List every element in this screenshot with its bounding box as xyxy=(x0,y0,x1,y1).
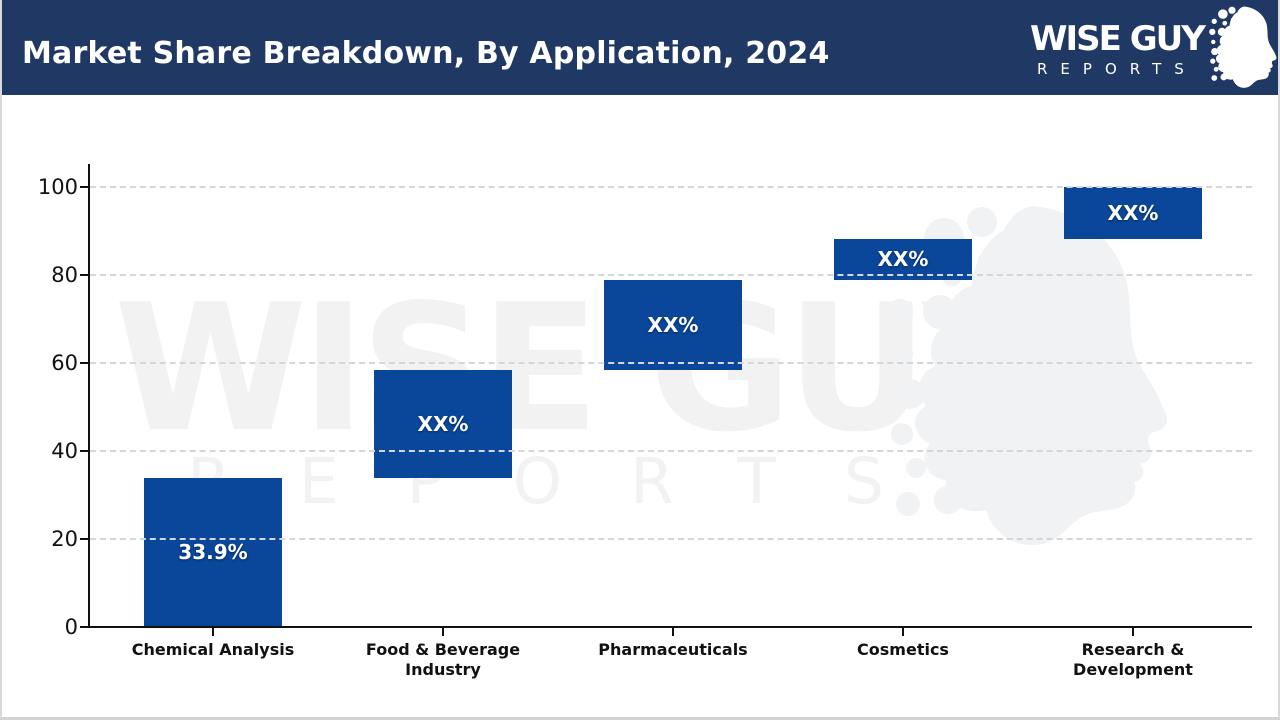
watermark-subtext: REPORTS xyxy=(187,445,952,518)
y-tick-label-100: 100 xyxy=(37,175,78,199)
y-tick-label-20: 20 xyxy=(51,527,78,551)
x-axis-line xyxy=(88,626,1252,628)
bar-pharmaceuticals xyxy=(604,279,742,371)
y-tick-mark xyxy=(80,186,88,188)
bar-research-development xyxy=(1064,187,1202,239)
y-tick-label-40: 40 xyxy=(51,439,78,463)
y-tick-mark xyxy=(80,450,88,452)
y-tick-label-80: 80 xyxy=(51,263,78,287)
y-tick-mark xyxy=(80,538,88,540)
x-tick-mark xyxy=(1132,628,1134,636)
y-tick-label-60: 60 xyxy=(51,351,78,375)
y-tick-mark xyxy=(80,626,88,628)
gridline-80 xyxy=(90,274,1252,276)
logo-head-icon xyxy=(1209,6,1277,88)
bar-value-label-cosmetics: XX% xyxy=(877,247,929,272)
logo-wordmark: WISE GUY xyxy=(1030,19,1206,59)
y-tick-mark xyxy=(80,362,88,364)
gridline-60 xyxy=(90,362,1252,364)
bar-cosmetics xyxy=(834,238,972,280)
y-tick-label-0: 0 xyxy=(64,615,78,639)
bar-chemical-analysis xyxy=(144,477,282,627)
bar-food-beverage-industry xyxy=(374,370,512,478)
bar-value-label-food-beverage-industry: XX% xyxy=(417,411,469,436)
bar-value-label-pharmaceuticals: XX% xyxy=(647,312,699,337)
x-tick-mark xyxy=(672,628,674,636)
bar-value-label-chemical-analysis: 33.9% xyxy=(178,540,248,565)
bar-value-label-research-development: XX% xyxy=(1107,200,1159,225)
x-category-label-research-development: Research & Development xyxy=(1073,640,1193,679)
y-tick-mark xyxy=(80,274,88,276)
gridline-100 xyxy=(90,186,1252,188)
wise-guy-logo: WISE GUY REPORTS xyxy=(1030,6,1277,88)
x-tick-mark xyxy=(442,628,444,636)
header-banner: Market Share Breakdown, By Application, … xyxy=(2,0,1278,95)
x-tick-mark xyxy=(212,628,214,636)
x-category-label-chemical-analysis: Chemical Analysis xyxy=(131,640,295,659)
logo-subtext: REPORTS xyxy=(1037,60,1197,78)
x-category-label-cosmetics: Cosmetics xyxy=(857,640,949,659)
gridline-40 xyxy=(90,450,1252,452)
x-tick-mark xyxy=(902,628,904,636)
x-category-label-pharmaceuticals: Pharmaceuticals xyxy=(598,640,748,659)
chart-title: Market Share Breakdown, By Application, … xyxy=(22,36,830,71)
y-axis-line xyxy=(88,164,90,628)
x-category-label-food-beverage-industry: Food & Beverage Industry xyxy=(365,640,521,679)
gridline-20 xyxy=(90,538,1252,540)
